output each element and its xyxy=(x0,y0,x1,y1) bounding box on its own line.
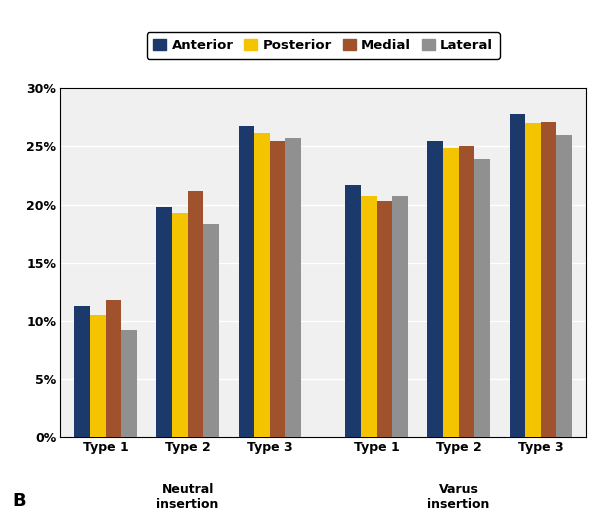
Bar xyxy=(121,330,137,437)
Bar xyxy=(428,140,443,437)
Bar xyxy=(270,140,285,437)
Bar xyxy=(204,224,219,437)
Bar xyxy=(239,125,254,437)
Bar xyxy=(172,213,188,437)
Bar xyxy=(541,122,556,437)
Bar xyxy=(74,306,90,437)
Bar xyxy=(345,185,361,437)
Bar xyxy=(106,300,121,437)
Legend: Anterior, Posterior, Medial, Lateral: Anterior, Posterior, Medial, Lateral xyxy=(147,32,500,59)
Text: Neutral
insertion: Neutral insertion xyxy=(156,483,219,511)
Bar xyxy=(90,315,106,437)
Bar xyxy=(285,138,301,437)
Bar xyxy=(254,133,270,437)
Bar xyxy=(156,207,172,437)
Bar xyxy=(510,114,525,437)
Bar xyxy=(361,197,376,437)
Bar xyxy=(525,123,541,437)
Bar xyxy=(458,147,474,437)
Text: Varus
insertion: Varus insertion xyxy=(428,483,490,511)
Bar xyxy=(474,159,490,437)
Text: B: B xyxy=(12,491,26,510)
Bar xyxy=(556,135,572,437)
Bar xyxy=(376,201,392,437)
Bar xyxy=(392,197,408,437)
Bar xyxy=(443,148,458,437)
Bar xyxy=(188,191,204,437)
